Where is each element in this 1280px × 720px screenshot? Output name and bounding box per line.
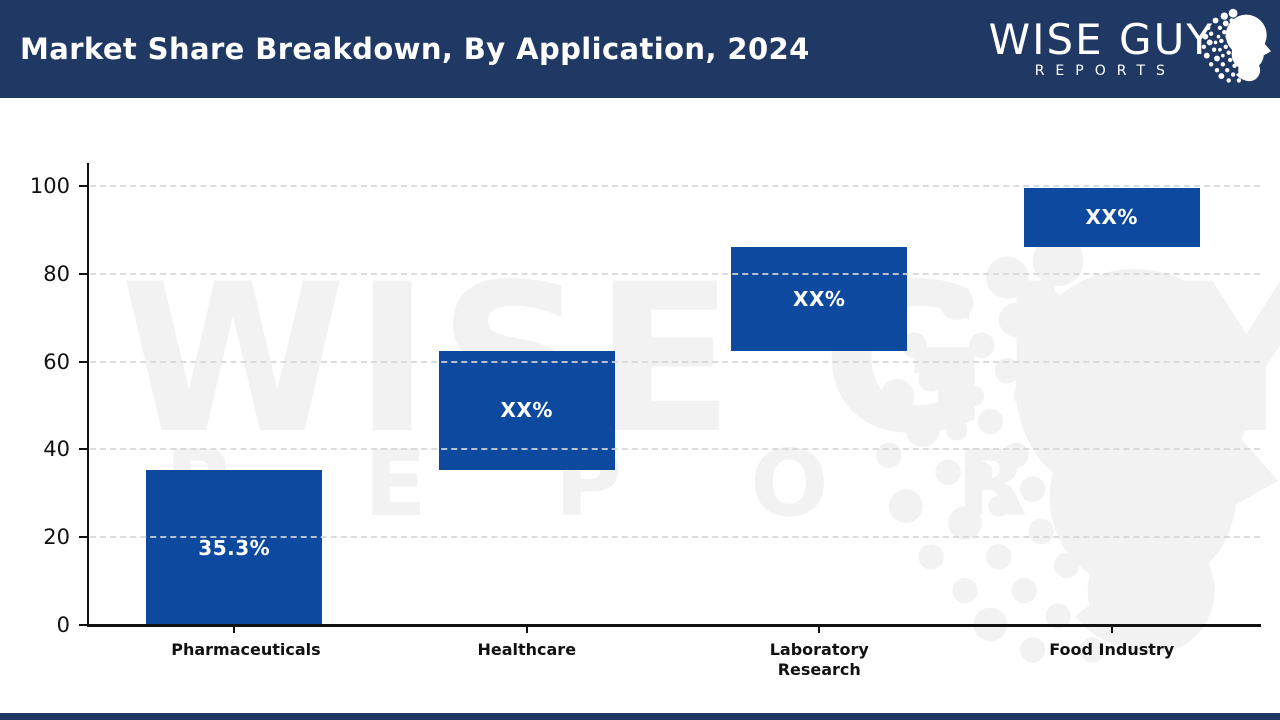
gridline	[90, 536, 1260, 539]
bar-value-label: XX%	[500, 398, 553, 423]
brand-logo: WISE GUY REPORTS	[989, 7, 1274, 91]
x-category-label: Food Industry	[966, 640, 1259, 660]
footer-accent-bar	[0, 713, 1280, 720]
logo-subtext: REPORTS	[1034, 63, 1176, 79]
x-axis	[87, 624, 1261, 627]
x-tick-mark	[233, 625, 236, 633]
y-tick-mark	[79, 360, 88, 363]
y-tick-mark	[79, 272, 88, 275]
chart-title: Market Share Breakdown, By Application, …	[20, 32, 810, 66]
x-category-label: Pharmaceuticals	[88, 640, 381, 660]
gridline	[90, 185, 1260, 187]
logo-wordmark: WISE GUY	[988, 15, 1214, 64]
x-tick-mark	[818, 625, 821, 633]
y-tick-mark	[79, 536, 88, 539]
y-tick-label: 0	[56, 613, 70, 637]
y-tick-mark	[79, 624, 88, 626]
bar-value-label: 35.3%	[198, 535, 271, 560]
x-category-label: Healthcare	[381, 640, 674, 660]
x-category-text: Healthcare	[477, 640, 577, 659]
y-tick-mark	[79, 185, 88, 187]
y-tick-label: 40	[43, 437, 70, 462]
x-category-text: Laboratory Research	[769, 640, 869, 679]
bar: XX%	[438, 350, 615, 471]
bar-value-label: XX%	[1085, 205, 1138, 230]
bar: XX%	[731, 246, 908, 351]
y-tick-mark	[79, 448, 88, 451]
header: Market Share Breakdown, By Application, …	[0, 0, 1280, 98]
y-axis	[87, 163, 89, 627]
bar: XX%	[1023, 188, 1200, 247]
gridline	[90, 448, 1260, 451]
y-tick-label: 60	[43, 349, 70, 374]
gridline	[90, 272, 1260, 275]
bar-value-label: XX%	[793, 286, 846, 311]
y-tick-label: 80	[43, 261, 70, 286]
gridline	[90, 360, 1260, 363]
x-tick-mark	[1110, 625, 1113, 633]
y-tick-label: 20	[43, 525, 70, 550]
x-category-text: Pharmaceuticals	[171, 640, 321, 659]
x-category-label: Laboratory Research	[673, 640, 966, 680]
bar: 35.3%	[146, 470, 323, 625]
x-category-text: Food Industry	[1049, 640, 1175, 659]
logo-text: WISE GUY REPORTS	[988, 15, 1214, 80]
y-tick-label: 100	[29, 174, 70, 198]
x-tick-mark	[525, 625, 528, 633]
